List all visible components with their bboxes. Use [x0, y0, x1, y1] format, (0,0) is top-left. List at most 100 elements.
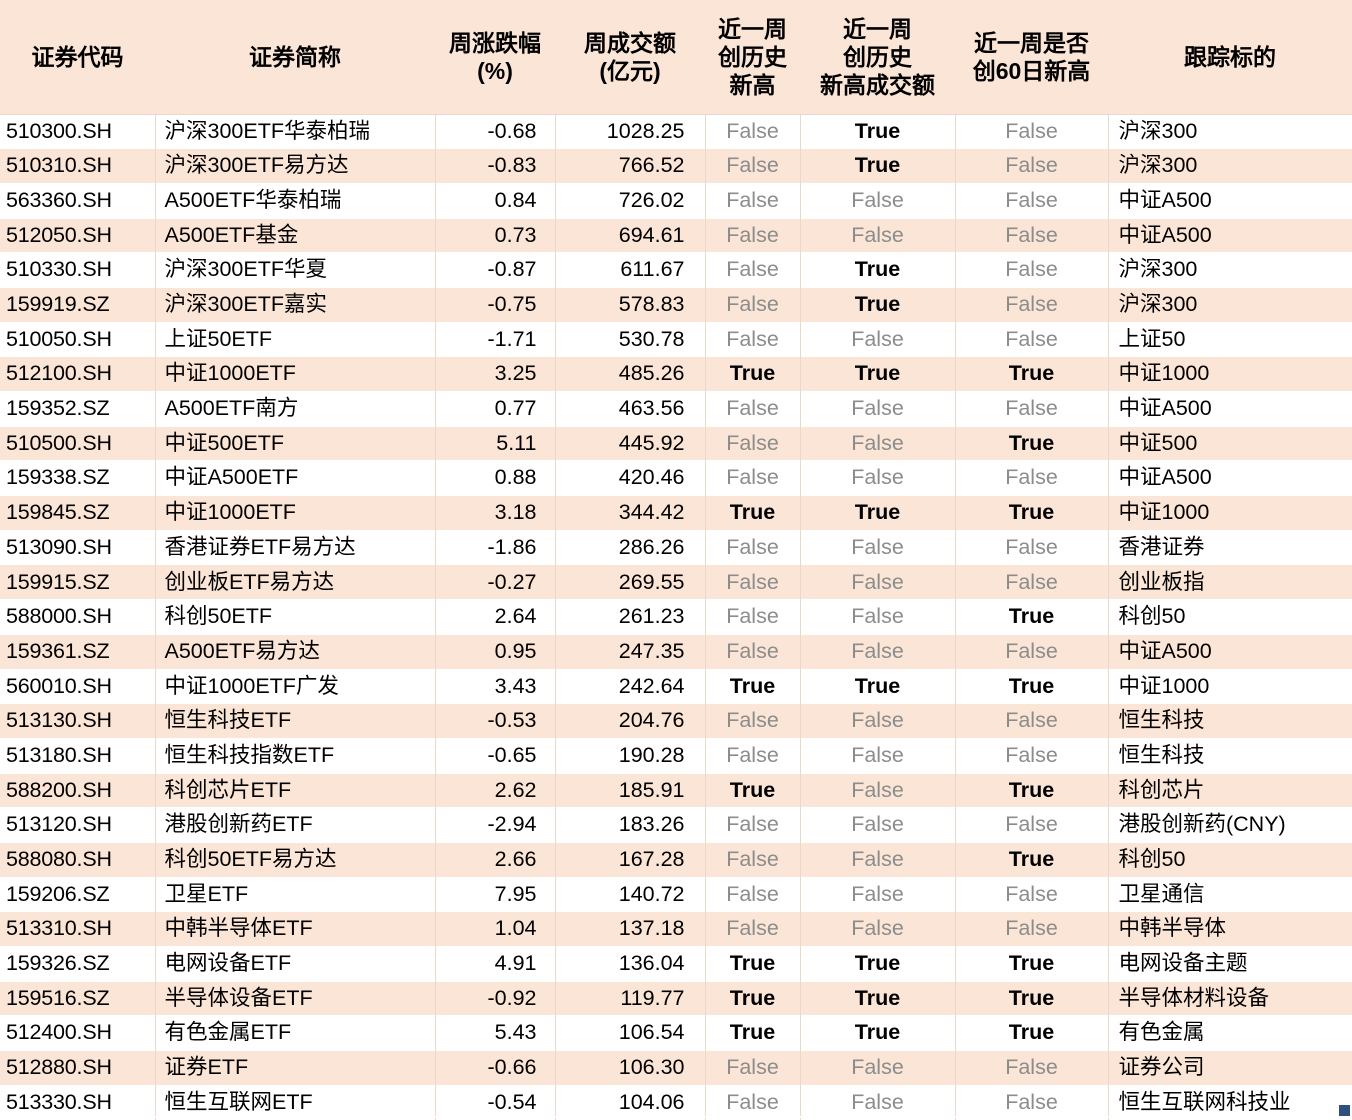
cell-chg[interactable]: 3.43 — [435, 669, 556, 704]
cell-hist_high_amt[interactable]: False — [800, 599, 956, 635]
cell-track[interactable]: 有色金属 — [1118, 1020, 1205, 1045]
cell-code[interactable]: 588080.SH — [0, 842, 156, 878]
cell-hist_high_amt[interactable]: False — [800, 911, 956, 947]
cell-code[interactable]: 510300.SH — [0, 113, 156, 149]
table-row[interactable]: 512400.SH 有色金属ETF 5.43 106.54 True True True 有色… — [0, 1015, 1352, 1051]
cell-chg[interactable]: -0.75 — [435, 287, 556, 323]
cell-amt[interactable]: 247.35 — [555, 634, 706, 669]
cell-track[interactable]: 中韩半导体 — [1118, 916, 1227, 941]
cell-hist_high_amt[interactable]: True — [800, 946, 956, 982]
cell-amt[interactable]: 269.55 — [555, 564, 706, 600]
cell-hist_high[interactable]: False — [705, 877, 801, 912]
cell-code[interactable]: 512400.SH — [0, 1015, 156, 1051]
table-row[interactable]: 510500.SH 中证500ETF 5.11 445.92 False False Tru… — [0, 426, 1352, 461]
table-row[interactable]: 159915.SZ 创业板ETF易方达 -0.27 269.55 False False F… — [0, 564, 1352, 600]
cell-high60[interactable]: False — [955, 183, 1109, 219]
cell-high60[interactable]: True — [955, 842, 1109, 878]
cell-chg[interactable]: -0.53 — [435, 703, 556, 739]
cell-chg[interactable]: -2.94 — [435, 807, 556, 843]
cell-hist_high_amt[interactable]: False — [800, 391, 956, 427]
cell-high60[interactable]: False — [955, 113, 1109, 149]
cell-name[interactable]: A500ETF华泰柏瑞 — [155, 183, 436, 219]
cell-track[interactable]: 中证1000 — [1118, 500, 1210, 525]
cell-high60[interactable]: False — [955, 911, 1109, 947]
cell-track[interactable]: 沪深300 — [1118, 153, 1198, 178]
column-header-amt[interactable]: 周成交额 (亿元) — [555, 0, 705, 114]
cell-high60[interactable]: False — [955, 1085, 1109, 1120]
cell-code[interactable]: 513120.SH — [0, 807, 156, 843]
cell-hist_high[interactable]: False — [705, 148, 801, 184]
cell-hist_high_amt[interactable]: False — [800, 460, 956, 496]
cell-hist_high[interactable]: False — [705, 634, 801, 669]
cell-hist_high_amt[interactable]: False — [800, 1085, 956, 1120]
cell-high60[interactable]: True — [955, 356, 1109, 392]
cell-hist_high[interactable]: False — [705, 1085, 801, 1120]
table-row[interactable]: 510050.SH 上证50ETF -1.71 530.78 False False Fal… — [0, 322, 1352, 357]
cell-name[interactable]: 中证500ETF — [155, 426, 436, 461]
cell-hist_high[interactable]: False — [705, 391, 801, 427]
cell-name[interactable]: 恒生科技ETF — [155, 703, 436, 739]
table-row[interactable]: 563360.SH A500ETF华泰柏瑞 0.84 726.02 False False… — [0, 183, 1352, 219]
cell-hist_high[interactable]: False — [705, 287, 801, 323]
cell-high60[interactable]: False — [955, 634, 1109, 669]
table-row[interactable]: 510310.SH 沪深300ETF易方达 -0.83 766.52 False True… — [0, 148, 1352, 184]
cell-amt[interactable]: 106.54 — [555, 1015, 706, 1051]
cell-chg[interactable]: 0.84 — [435, 183, 556, 219]
cell-amt[interactable]: 694.61 — [555, 218, 706, 253]
column-header-hist_high[interactable]: 近一周 创历史 新高 — [705, 0, 800, 114]
cell-hist_high[interactable]: True — [705, 495, 801, 531]
cell-code[interactable]: 512880.SH — [0, 1050, 156, 1086]
table-row[interactable]: 513330.SH 恒生互联网ETF -0.54 104.06 False False Fa… — [0, 1085, 1352, 1120]
cell-high60[interactable]: True — [955, 946, 1109, 982]
table-row[interactable]: 588000.SH 科创50ETF 2.64 261.23 False False True… — [0, 599, 1352, 635]
cell-chg[interactable]: 0.88 — [435, 460, 556, 496]
cell-code[interactable]: 588200.SH — [0, 773, 156, 808]
cell-code[interactable]: 159338.SZ — [0, 460, 156, 496]
cell-chg[interactable]: 0.77 — [435, 391, 556, 427]
cell-chg[interactable]: -0.92 — [435, 981, 556, 1016]
cell-high60[interactable]: True — [955, 495, 1109, 531]
table-row[interactable]: 588200.SH 科创芯片ETF 2.62 185.91 True False True 科… — [0, 773, 1352, 808]
cell-high60[interactable]: False — [955, 460, 1109, 496]
cell-name[interactable]: 科创芯片ETF — [155, 773, 436, 808]
cell-track[interactable]: 科创50 — [1118, 604, 1186, 629]
cell-name[interactable]: 沪深300ETF华泰柏瑞 — [155, 113, 436, 149]
cell-name[interactable]: 沪深300ETF华夏 — [155, 252, 436, 288]
cell-hist_high[interactable]: False — [705, 738, 801, 774]
cell-track[interactable]: 卫星通信 — [1118, 881, 1205, 906]
table-row[interactable]: 159352.SZ A500ETF南方 0.77 463.56 False False Fa… — [0, 391, 1352, 427]
table-row[interactable]: 159516.SZ 半导体设备ETF -0.92 119.77 True True True… — [0, 981, 1352, 1016]
cell-track[interactable]: 中证1000 — [1118, 673, 1210, 698]
cell-high60[interactable]: False — [955, 287, 1109, 323]
table-row[interactable]: 159919.SZ 沪深300ETF嘉实 -0.75 578.83 False True F… — [0, 287, 1352, 323]
cell-hist_high_amt[interactable]: False — [800, 738, 956, 774]
cell-code[interactable]: 510050.SH — [0, 322, 156, 357]
cell-amt[interactable]: 190.28 — [555, 738, 706, 774]
cell-amt[interactable]: 445.92 — [555, 426, 706, 461]
cell-hist_high_amt[interactable]: False — [800, 877, 956, 912]
cell-chg[interactable]: 0.95 — [435, 634, 556, 669]
cell-code[interactable]: 513330.SH — [0, 1085, 156, 1120]
cell-track[interactable]: 证券公司 — [1118, 1055, 1205, 1080]
cell-hist_high[interactable]: True — [705, 946, 801, 982]
cell-hist_high_amt[interactable]: False — [800, 426, 956, 461]
cell-amt[interactable]: 106.30 — [555, 1050, 706, 1086]
cell-name[interactable]: 恒生科技指数ETF — [155, 738, 436, 774]
cell-hist_high[interactable]: False — [705, 322, 801, 357]
cell-track[interactable]: 恒生互联网科技业 — [1118, 1089, 1291, 1114]
cell-name[interactable]: 中证1000ETF — [155, 356, 436, 392]
cell-hist_high_amt[interactable]: False — [800, 807, 956, 843]
cell-track[interactable]: 科创芯片 — [1118, 777, 1205, 802]
cell-hist_high_amt[interactable]: True — [800, 669, 956, 704]
table-row[interactable]: 159845.SZ 中证1000ETF 3.18 344.42 True True True… — [0, 495, 1352, 531]
cell-high60[interactable]: False — [955, 148, 1109, 184]
cell-amt[interactable]: 119.77 — [555, 981, 706, 1016]
cell-code[interactable]: 512100.SH — [0, 356, 156, 392]
cell-chg[interactable]: -1.86 — [435, 530, 556, 565]
cell-track[interactable]: 电网设备主题 — [1118, 951, 1248, 976]
cell-chg[interactable]: 2.66 — [435, 842, 556, 878]
table-row[interactable]: 513130.SH 恒生科技ETF -0.53 204.76 False False Fal… — [0, 703, 1352, 739]
cell-high60[interactable]: True — [955, 669, 1109, 704]
cell-chg[interactable]: -1.71 — [435, 322, 556, 357]
cell-track[interactable]: 恒生科技 — [1118, 708, 1205, 733]
